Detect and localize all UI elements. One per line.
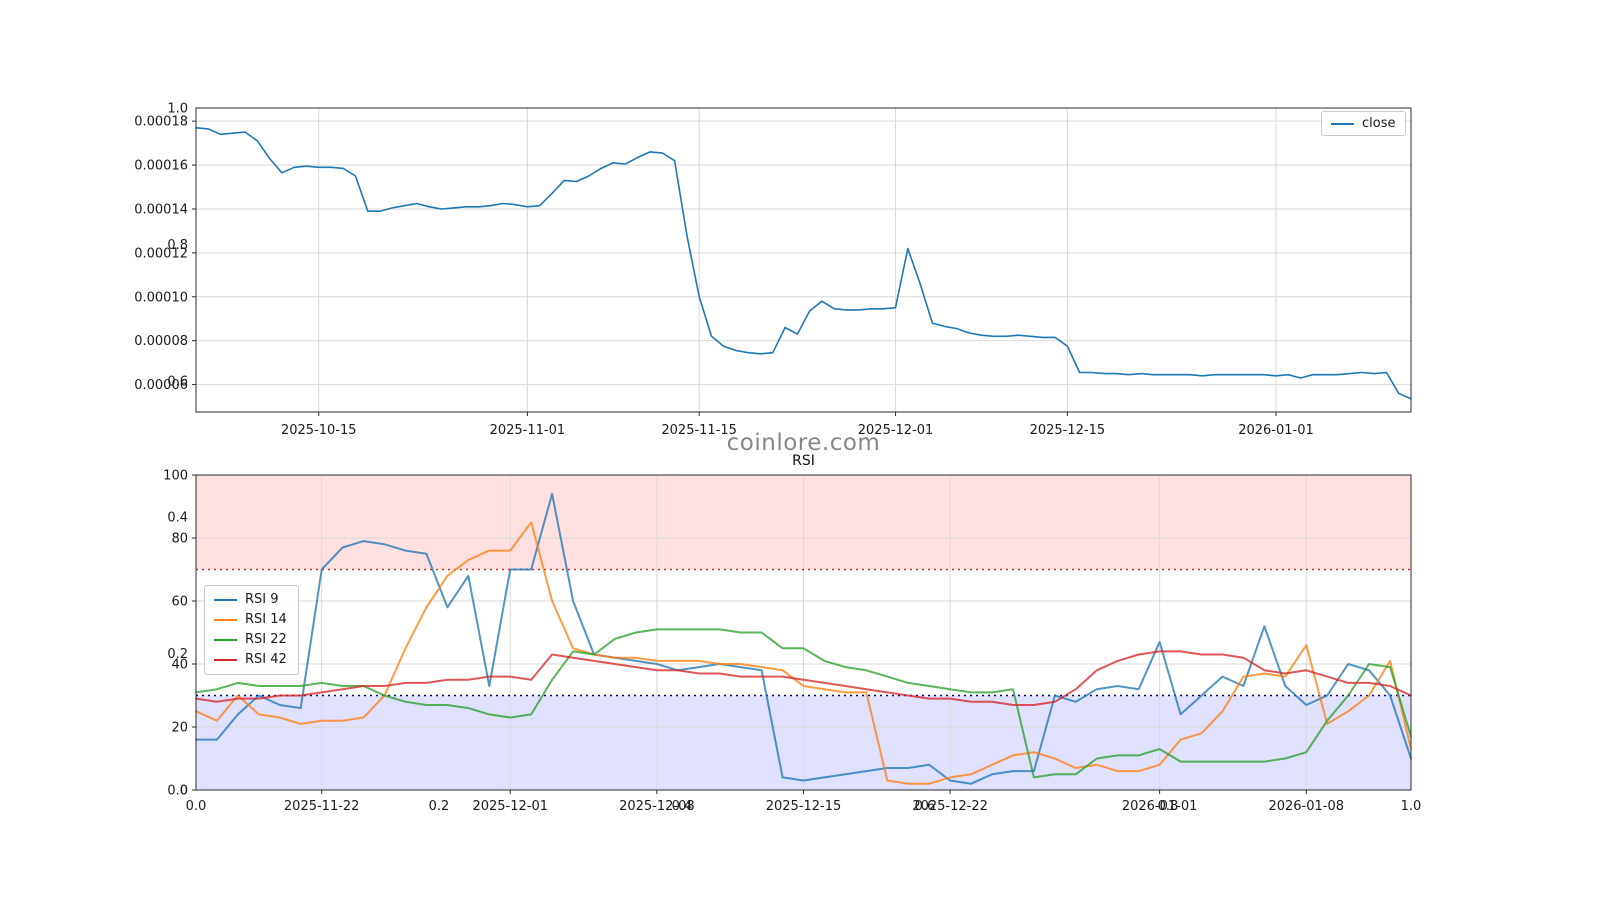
close-line-sample [1331, 122, 1354, 125]
rsi-legend-item-rsi14: RSI 14 [214, 612, 287, 627]
svg-text:2025-12-01: 2025-12-01 [472, 799, 548, 814]
svg-text:20: 20 [171, 721, 188, 736]
rsi42-legend-label: RSI 42 [245, 652, 287, 667]
rsi9-legend-label: RSI 9 [245, 592, 279, 607]
svg-text:0.00014: 0.00014 [134, 202, 188, 217]
rsi-chart-title: RSI [792, 453, 815, 469]
svg-text:2025-12-15: 2025-12-15 [766, 799, 842, 814]
svg-text:0.00016: 0.00016 [134, 159, 188, 174]
rsi14-line-sample [214, 618, 237, 621]
svg-text:2026-01-08: 2026-01-08 [1268, 799, 1344, 814]
svg-text:80: 80 [171, 532, 188, 547]
svg-text:0.8: 0.8 [167, 238, 188, 253]
close-legend-label: close [1362, 116, 1396, 131]
svg-text:100: 100 [163, 469, 188, 484]
rsi22-line-sample [214, 638, 237, 641]
rsi22-legend-label: RSI 22 [245, 632, 287, 647]
svg-text:2026-01-01: 2026-01-01 [1238, 423, 1314, 438]
svg-text:2025-12-22: 2025-12-22 [912, 799, 988, 814]
svg-text:0.00018: 0.00018 [134, 115, 188, 130]
rsi-legend-item-rsi22: RSI 22 [214, 632, 287, 647]
svg-text:0.4: 0.4 [672, 799, 693, 814]
svg-text:2025-11-15: 2025-11-15 [661, 423, 737, 438]
watermark-text: coinlore.com [726, 430, 881, 456]
svg-text:0: 0 [180, 784, 188, 799]
svg-text:2025-12-15: 2025-12-15 [1030, 423, 1106, 438]
svg-text:60: 60 [171, 595, 188, 610]
svg-text:0.00006: 0.00006 [134, 378, 188, 393]
svg-text:1.0: 1.0 [167, 102, 188, 117]
svg-text:0.8: 0.8 [1158, 799, 1179, 814]
svg-text:0.6: 0.6 [915, 799, 936, 814]
svg-text:0.4: 0.4 [167, 511, 188, 526]
svg-text:0.2: 0.2 [167, 647, 188, 662]
price-legend: close [1321, 111, 1407, 136]
svg-text:2025-12-08: 2025-12-08 [619, 799, 695, 814]
rsi-legend: RSI 9 RSI 14 RSI 22 RSI 42 [204, 585, 299, 675]
rsi-legend-item-rsi9: RSI 9 [214, 592, 287, 607]
svg-text:0.00010: 0.00010 [134, 290, 188, 305]
svg-text:0.00012: 0.00012 [134, 246, 188, 261]
rsi14-legend-label: RSI 14 [245, 612, 287, 627]
svg-text:2025-12-01: 2025-12-01 [858, 423, 934, 438]
svg-text:0.6: 0.6 [167, 374, 188, 389]
svg-text:1.0: 1.0 [1401, 799, 1422, 814]
svg-text:2026-01-01: 2026-01-01 [1122, 799, 1198, 814]
svg-text:2025-11-01: 2025-11-01 [490, 423, 566, 438]
svg-text:2025-11-22: 2025-11-22 [284, 799, 360, 814]
svg-text:0.2: 0.2 [429, 799, 450, 814]
svg-text:0.0: 0.0 [167, 784, 188, 799]
svg-text:0.00008: 0.00008 [134, 334, 188, 349]
rsi-legend-item-rsi42: RSI 42 [214, 652, 287, 667]
rsi9-line-sample [214, 598, 237, 601]
svg-text:40: 40 [171, 658, 188, 673]
svg-text:0.0: 0.0 [186, 799, 207, 814]
svg-text:2025-10-15: 2025-10-15 [281, 423, 357, 438]
rsi42-line-sample [214, 658, 237, 661]
